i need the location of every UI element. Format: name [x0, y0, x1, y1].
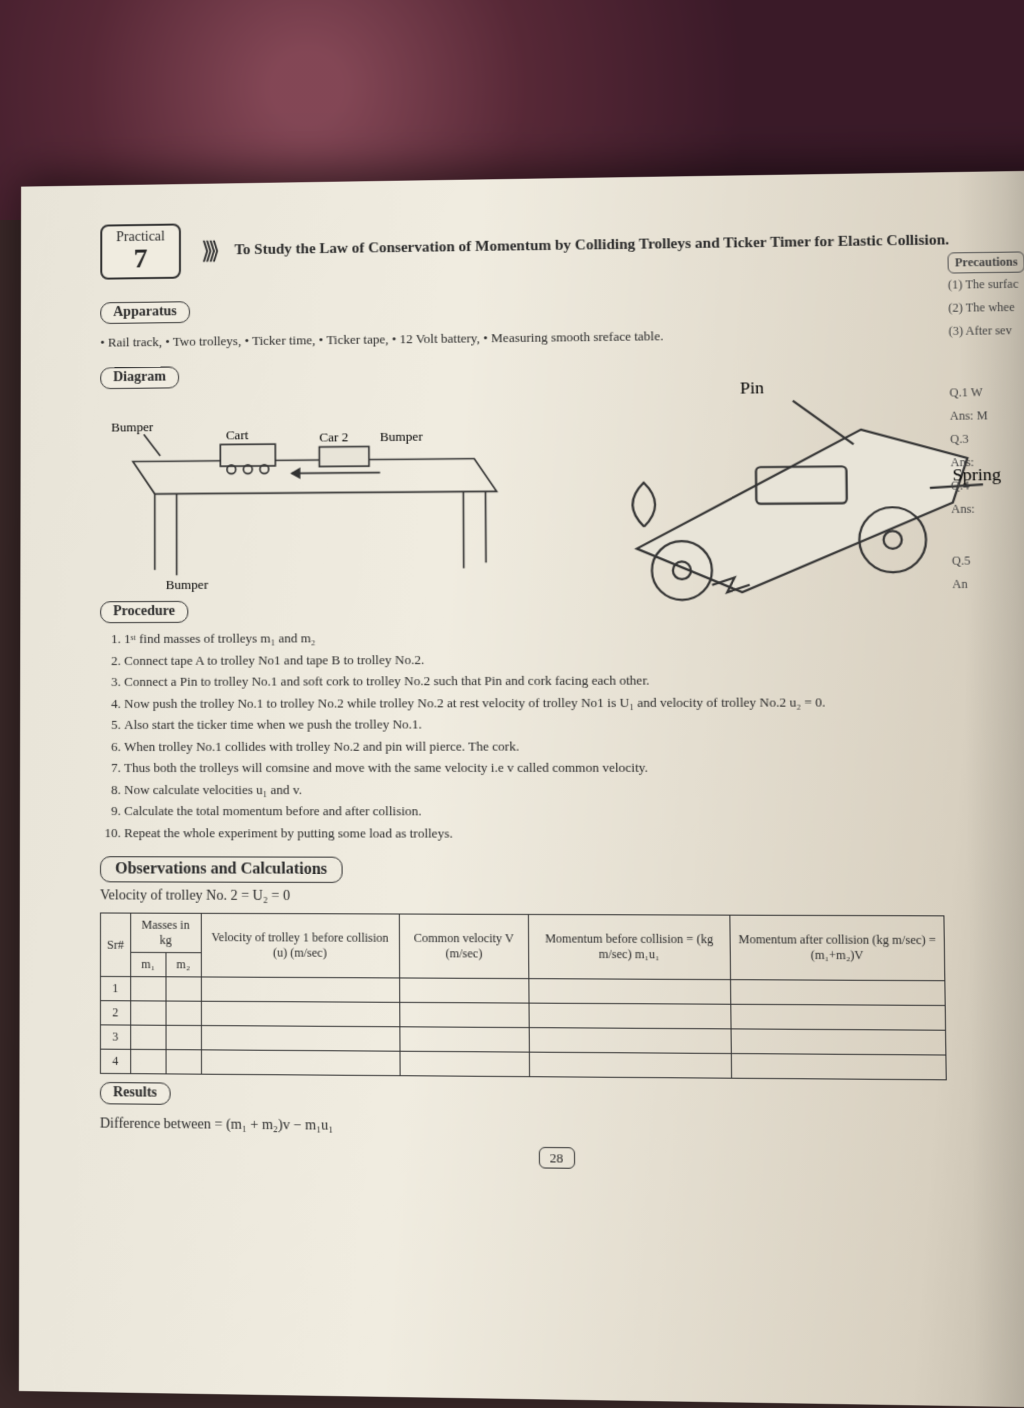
observations-table: Sr# Masses in kg Velocity of trolley 1 b… [100, 913, 947, 1081]
label-bumper-b: Bumper [166, 577, 209, 592]
procedure-step: When trolley No.1 collides with trolley … [124, 736, 1018, 757]
side-line: Ans: M [950, 408, 1024, 424]
col-sr: Sr# [100, 913, 130, 977]
apparatus-text: • Rail track, • Two trolleys, • Ticker t… [100, 323, 1011, 352]
side-line: Q.3 [950, 431, 1024, 447]
practical-number: 7 [116, 245, 165, 273]
results-heading: Results [100, 1082, 170, 1105]
procedure-step: Repeat the whole experiment by putting s… [124, 823, 1019, 844]
side-line: Q.5 [952, 553, 1024, 569]
label-cart: Cart [226, 427, 249, 442]
textbook-page: Practical 7 ⟩⟩⟩⟩ To Study the Law of Con… [19, 170, 1024, 1408]
label-pin: Pin [740, 379, 765, 398]
procedure-step: 1ˢᵗ find masses of trolleys m₁ and m₂ [124, 626, 1016, 649]
col-common-v: Common velocity V (m/sec) [399, 914, 529, 979]
procedure-step: Connect tape A to trolley No1 and tape B… [124, 648, 1016, 671]
side-line: An [952, 576, 1024, 592]
label-bumper-tl: Bumper [111, 419, 154, 434]
row-num: 2 [100, 1001, 130, 1025]
label-bumper-tr: Bumper [380, 428, 423, 443]
procedure-step: Calculate the total momentum before and … [124, 801, 1019, 821]
procedure-heading: Procedure [100, 601, 188, 623]
side-line: Ans: [950, 454, 1024, 470]
adjacent-page-bleed: Precautions (1) The surfac (2) The whee … [947, 251, 1024, 600]
diagram-table-svg: Bumper Cart Car 2 Bumper Bumper [100, 392, 542, 591]
side-line: (2) The whee [948, 299, 1024, 316]
procedure-step: Also start the ticker time when we push … [124, 714, 1017, 735]
col-vel-before: Velocity of trolley 1 before collision (… [201, 914, 400, 979]
side-line: (1) The surfac [948, 276, 1024, 293]
side-line: Q.4 [951, 478, 1024, 494]
side-line: (3) After sev [948, 323, 1024, 339]
procedure-step: Thus both the trolleys will comsine and … [124, 758, 1018, 778]
row-num: 4 [100, 1049, 130, 1073]
procedure-step: Now calculate velocities u₁ and v. [124, 780, 1018, 800]
row-num: 3 [100, 1025, 130, 1049]
side-line: Q.1 W [949, 384, 1024, 400]
col-m2: m₂ [166, 953, 201, 977]
practical-title: To Study the Law of Conservation of Mome… [234, 231, 1009, 259]
practical-badge: Practical 7 [100, 223, 181, 279]
diagram-area: Bumper Cart Car 2 Bumper Bumper Pin Spri… [100, 396, 1015, 583]
header: Practical 7 ⟩⟩⟩⟩ To Study the Law of Con… [100, 211, 1010, 279]
page-number-wrap: 28 [100, 1145, 1024, 1172]
procedure-list: 1ˢᵗ find masses of trolleys m₁ and m₂ Co… [124, 626, 1019, 844]
velocity-line: Velocity of trolley No. 2 = U₂ = 0 [100, 889, 1020, 908]
side-line: Ans: [951, 501, 1024, 517]
col-mom-after: Momentum after collision (kg m/sec) =(m₁… [729, 915, 945, 981]
precautions-label: Precautions [947, 251, 1024, 273]
results-text: Difference between = (m₁ + m₂)v − m₁u₁ [100, 1117, 1024, 1142]
label-car2: Car 2 [319, 429, 348, 444]
observations-heading: Observations and Calculations [100, 856, 342, 883]
procedure-step: Now push the trolley No.1 to trolley No.… [124, 692, 1017, 714]
row-num: 1 [100, 977, 130, 1001]
diagram-heading: Diagram [100, 367, 179, 390]
col-mom-before: Momentum before collision = (kg m/sec) m… [528, 915, 730, 980]
chevron-decoration: ⟩⟩⟩⟩ [201, 236, 214, 265]
diagram-trolley-svg: Pin Spring [561, 355, 1016, 623]
page-number: 28 [538, 1147, 574, 1169]
col-masses: Masses in kg [130, 913, 201, 953]
procedure-step: Connect a Pin to trolley No.1 and soft c… [124, 670, 1017, 692]
col-m1: m₁ [130, 953, 165, 977]
apparatus-heading: Apparatus [100, 301, 190, 324]
